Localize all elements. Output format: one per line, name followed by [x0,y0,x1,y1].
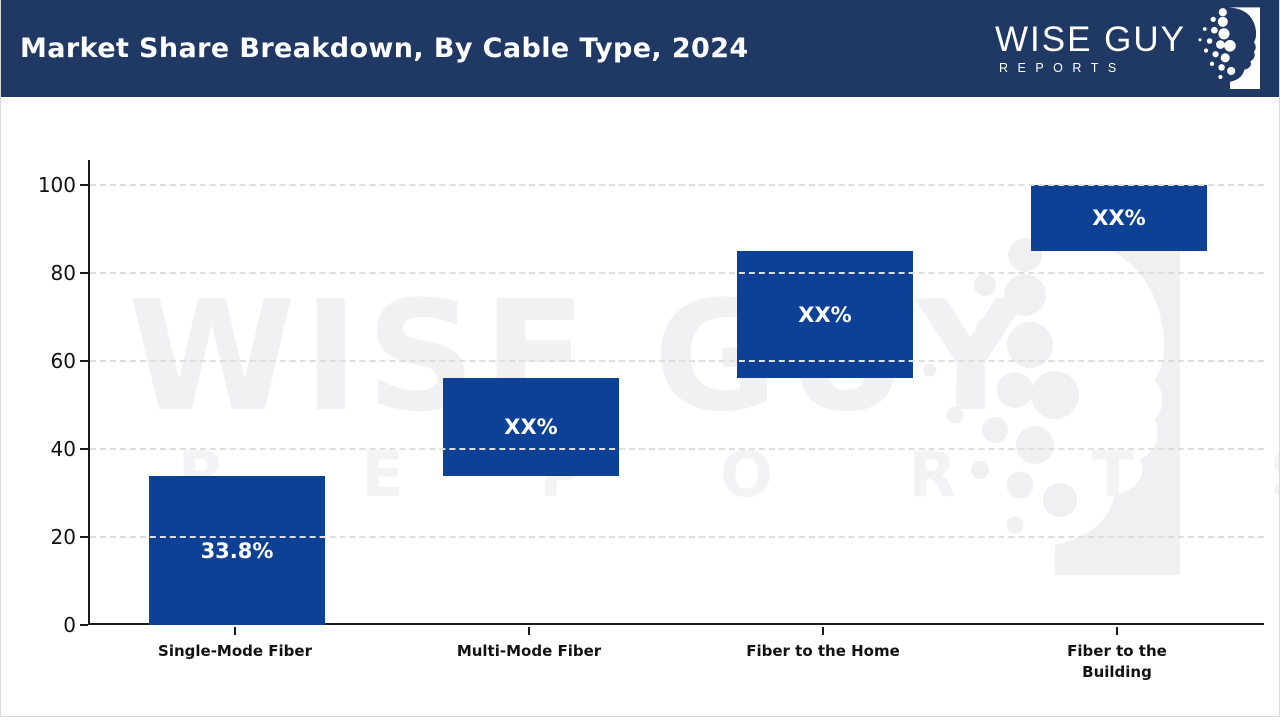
x-category-label-2: Fiber to the Home [746,642,900,660]
bar-value-label: 33.8% [200,538,274,563]
watermark-dotted-face-icon [880,220,1180,584]
y-tick-mark-100 [80,184,88,187]
x-category-label-3: Fiber to the Building [1067,642,1167,681]
gridline-y60 [90,360,1264,363]
logo-text: WISE GUY REPORTS [995,22,1186,75]
x-tick-mark-0 [234,627,236,635]
bar-value-label: XX% [1092,206,1146,231]
bar-2: XX% [737,251,913,378]
bar-value-label: XX% [798,302,852,327]
logo-wiseguy-text: WISE GUY [994,20,1186,60]
x-tick-mark-2 [822,627,824,635]
bar-value-label: XX% [504,415,558,440]
y-tick-label-60: 60 [50,349,76,374]
page-title: Market Share Breakdown, By Cable Type, 2… [20,33,749,64]
y-tick-label-20: 20 [50,525,76,550]
y-tick-label-0: 0 [63,613,76,637]
x-tick-mark-1 [528,627,530,635]
header-bar: Market Share Breakdown, By Cable Type, 2… [0,0,1280,97]
x-category-label-1: Multi-Mode Fiber [456,642,602,660]
gridline-y20 [90,536,1264,539]
y-tick-label-80: 80 [50,261,76,286]
bar-1: XX% [443,377,619,477]
gridline-y80 [90,272,1264,275]
y-tick-label-40: 40 [50,437,76,462]
y-tick-mark-40 [80,448,88,451]
y-tick-mark-80 [80,272,88,275]
gridline-y40 [90,448,1264,451]
gridline-y100 [90,184,1264,187]
bar-0: 33.8% [149,476,325,625]
dotted-face-icon [1188,5,1260,93]
y-tick-label-100: 100 [37,173,76,198]
plot-area: 33.8% XX% XX% XX% [88,160,1264,625]
logo: WISE GUY REPORTS [995,5,1260,93]
x-tick-mark-3 [1116,627,1118,635]
y-tick-mark-20 [80,536,88,539]
y-tick-mark-60 [80,360,88,363]
logo-reports-text: REPORTS [998,61,1126,76]
y-tick-mark-0 [80,624,88,626]
x-category-label-0: Single-Mode Fiber [158,642,312,660]
bar-3: XX% [1031,185,1207,252]
